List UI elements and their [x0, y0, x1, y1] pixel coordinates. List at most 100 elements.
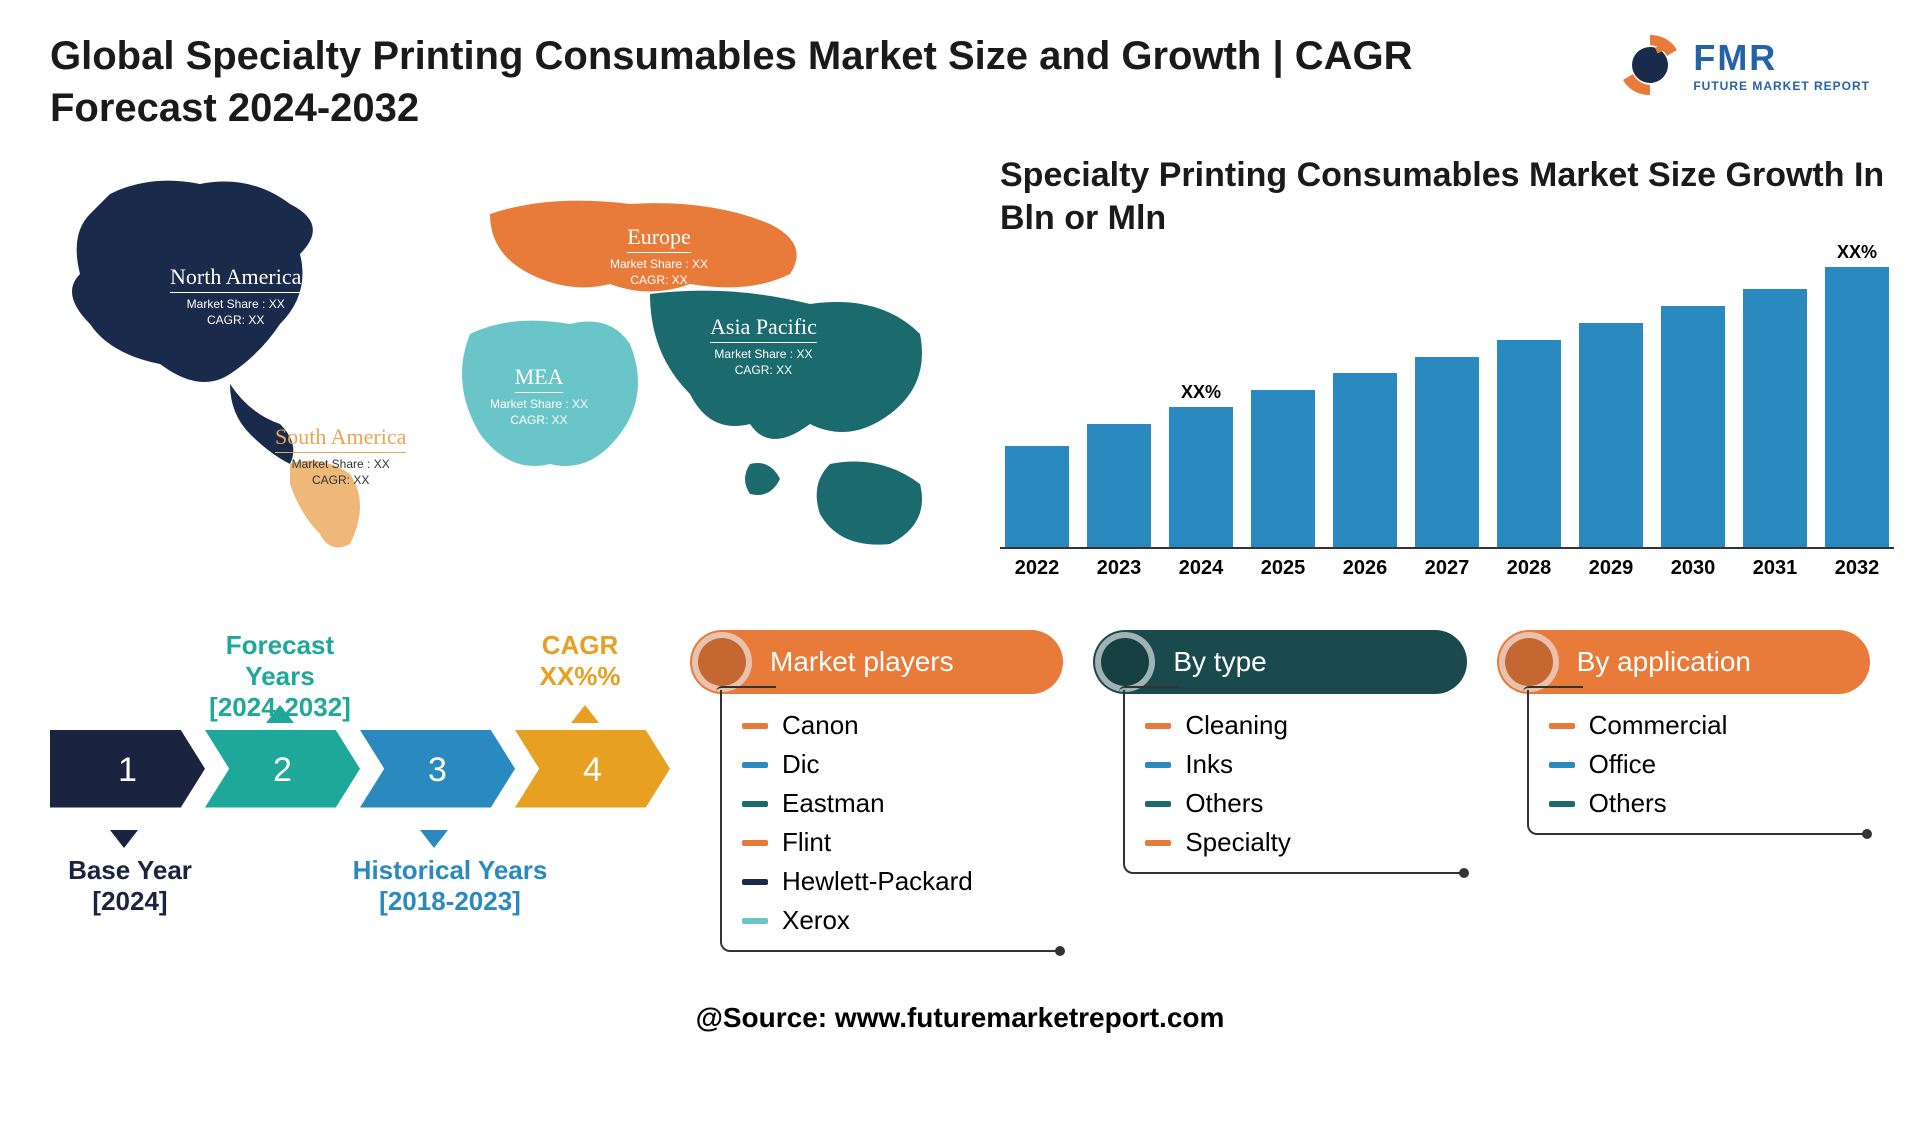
logo-text-main: FMR — [1693, 37, 1870, 79]
bar-column — [1005, 446, 1069, 547]
bar-column — [1087, 424, 1151, 547]
list-item: Flint — [742, 823, 1053, 862]
label-mea: MEA Market Share : XX CAGR: XX — [490, 364, 588, 428]
chevron-row: 1 2 3 4 — [50, 730, 670, 810]
x-axis-label: 2031 — [1743, 557, 1807, 580]
list-item-label: Others — [1185, 788, 1263, 819]
bar — [1333, 373, 1397, 547]
bar — [1743, 289, 1807, 547]
header: Global Specialty Printing Consumables Ma… — [50, 30, 1870, 134]
bar-chart: XX% XX% — [1000, 249, 1894, 549]
list-item: Others — [1549, 784, 1860, 823]
dash-icon — [1549, 762, 1575, 768]
bar — [1497, 340, 1561, 547]
bar-value-label: XX% — [1837, 242, 1877, 263]
list-item: Commercial — [1549, 706, 1860, 745]
list-item-label: Commercial — [1589, 710, 1728, 741]
step-number: 4 — [583, 751, 602, 790]
list-item: Dic — [742, 745, 1053, 784]
list-item: Xerox — [742, 901, 1053, 940]
bullet-icon — [1095, 632, 1155, 692]
bar — [1661, 306, 1725, 547]
x-axis-label: 2028 — [1497, 557, 1561, 580]
list-item: Eastman — [742, 784, 1053, 823]
arrow-up-icon — [571, 705, 599, 723]
bar-column — [1333, 373, 1397, 547]
arrow-down-icon — [420, 830, 448, 848]
bar: XX% — [1825, 267, 1889, 547]
bar-column — [1415, 357, 1479, 547]
page-title: Global Specialty Printing Consumables Ma… — [50, 30, 1550, 134]
list-item-label: Eastman — [782, 788, 885, 819]
dash-icon — [742, 801, 768, 807]
dash-icon — [742, 762, 768, 768]
dash-icon — [742, 918, 768, 924]
base-year-label: Base Year [2024] — [50, 855, 210, 917]
timeline-step: 3 — [360, 730, 515, 810]
list-item-label: Canon — [782, 710, 859, 741]
bar-column — [1497, 340, 1561, 547]
bar-column — [1661, 306, 1725, 547]
arrow-down-icon — [110, 830, 138, 848]
fmr-logo-icon — [1615, 30, 1685, 100]
label-north-america: North America Market Share : XX CAGR: XX — [170, 264, 301, 328]
x-axis-label: 2029 — [1579, 557, 1643, 580]
list-item-label: Cleaning — [1185, 710, 1288, 741]
bar — [1579, 323, 1643, 547]
dash-icon — [1145, 801, 1171, 807]
dash-icon — [1145, 840, 1171, 846]
label-asia-pacific: Asia Pacific Market Share : XX CAGR: XX — [710, 314, 817, 378]
source-text: @Source: www.futuremarketreport.com — [50, 1002, 1870, 1034]
segment-by-application: By application CommercialOfficeOthers — [1497, 630, 1870, 952]
x-axis-label: 2022 — [1005, 557, 1069, 580]
bar-column: XX% — [1169, 407, 1233, 547]
dash-icon — [1549, 723, 1575, 729]
fmr-logo: FMR FUTURE MARKET REPORT — [1615, 30, 1870, 100]
list-item: Canon — [742, 706, 1053, 745]
bullet-icon — [1499, 632, 1559, 692]
dash-icon — [742, 723, 768, 729]
bar-chart-area: Specialty Printing Consumables Market Si… — [980, 154, 1894, 580]
segment-list: CommercialOfficeOthers — [1527, 690, 1870, 835]
x-axis-label: 2026 — [1333, 557, 1397, 580]
dash-icon — [742, 879, 768, 885]
segment-by-type: By type Cleaning Inks Others Specialty — [1093, 630, 1466, 952]
segment-title: Market players — [770, 646, 954, 678]
dash-icon — [1145, 762, 1171, 768]
list-item-label: Inks — [1185, 749, 1233, 780]
dash-icon — [742, 840, 768, 846]
segment-title: By application — [1577, 646, 1751, 678]
list-item-label: Specialty — [1185, 827, 1291, 858]
timeline-step: 4 — [515, 730, 670, 810]
historical-label: Historical Years [2018-2023] — [340, 855, 560, 917]
bullet-icon — [692, 632, 752, 692]
x-axis-label: 2027 — [1415, 557, 1479, 580]
list-item: Cleaning — [1145, 706, 1456, 745]
bar — [1005, 446, 1069, 547]
segment-title: By type — [1173, 646, 1266, 678]
dash-icon — [1145, 723, 1171, 729]
list-item-label: Xerox — [782, 905, 850, 936]
segments-row: Market players Canon Dic Eastman FlintHewle… — [690, 630, 1870, 952]
step-number: 1 — [118, 751, 137, 790]
timeline-step: 2 — [205, 730, 360, 810]
list-item: Hewlett-Packard — [742, 862, 1053, 901]
chart-title: Specialty Printing Consumables Market Si… — [1000, 154, 1894, 239]
timeline-step: 1 — [50, 730, 205, 810]
list-item: Specialty — [1145, 823, 1456, 862]
bar-column — [1743, 289, 1807, 547]
cagr-label: CAGR XX%% — [520, 630, 640, 692]
arrow-up-icon — [266, 705, 294, 723]
x-axis-label: 2032 — [1825, 557, 1889, 580]
bar: XX% — [1169, 407, 1233, 547]
bar-column — [1579, 323, 1643, 547]
world-map: North America Market Share : XX CAGR: XX… — [50, 154, 950, 554]
step-number: 3 — [428, 751, 447, 790]
bar — [1251, 390, 1315, 547]
list-item: Others — [1145, 784, 1456, 823]
segment-list: Canon Dic Eastman FlintHewlett-Packard Xerox — [720, 690, 1063, 952]
list-item: Inks — [1145, 745, 1456, 784]
segment-market-players: Market players Canon Dic Eastman FlintHewle… — [690, 630, 1063, 952]
bar — [1087, 424, 1151, 547]
segment-list: Cleaning Inks Others Specialty — [1123, 690, 1466, 874]
